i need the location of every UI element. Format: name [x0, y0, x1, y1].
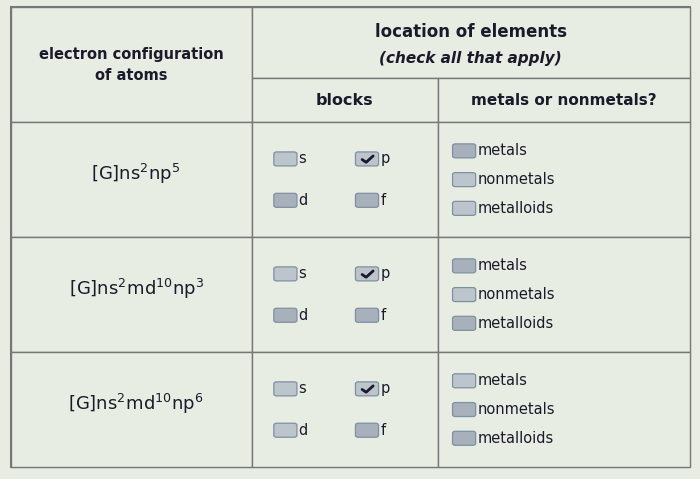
- FancyBboxPatch shape: [356, 423, 379, 437]
- Text: f: f: [380, 193, 385, 208]
- Bar: [252, 78, 438, 122]
- Text: nonmetals: nonmetals: [477, 172, 554, 187]
- FancyBboxPatch shape: [274, 267, 297, 281]
- Text: $\mathregular{[G]ns}^{\mathregular{2}}\mathregular{md}^{\mathregular{10}}\mathre: $\mathregular{[G]ns}^{\mathregular{2}}\m…: [69, 392, 204, 416]
- Text: $\mathregular{[G]ns}^{\mathregular{2}}\mathregular{md}^{\mathregular{10}}\mathre: $\mathregular{[G]ns}^{\mathregular{2}}\m…: [69, 277, 204, 301]
- Text: nonmetals: nonmetals: [477, 402, 554, 417]
- Text: s: s: [298, 381, 307, 396]
- Text: d: d: [298, 193, 308, 208]
- Text: s: s: [298, 266, 307, 281]
- FancyBboxPatch shape: [274, 308, 297, 322]
- Text: (check all that apply): (check all that apply): [379, 51, 562, 66]
- Text: p: p: [380, 266, 389, 281]
- Bar: [252, 237, 438, 352]
- FancyBboxPatch shape: [356, 194, 379, 207]
- FancyBboxPatch shape: [453, 201, 476, 216]
- Text: metals or nonmetals?: metals or nonmetals?: [470, 92, 657, 108]
- Bar: [10, 352, 252, 467]
- Bar: [10, 7, 252, 122]
- Text: blocks: blocks: [316, 92, 374, 108]
- FancyBboxPatch shape: [356, 267, 379, 281]
- Text: metals: metals: [477, 143, 527, 159]
- Text: nonmetals: nonmetals: [477, 287, 554, 302]
- Text: metalloids: metalloids: [477, 431, 554, 446]
- FancyBboxPatch shape: [356, 152, 379, 166]
- FancyBboxPatch shape: [274, 194, 297, 207]
- Text: metals: metals: [477, 258, 527, 274]
- FancyBboxPatch shape: [453, 374, 476, 388]
- Bar: [252, 7, 690, 78]
- FancyBboxPatch shape: [356, 382, 379, 396]
- Text: electron configuration
of atoms: electron configuration of atoms: [39, 46, 223, 83]
- Bar: [252, 352, 438, 467]
- Text: f: f: [380, 308, 385, 323]
- FancyBboxPatch shape: [453, 287, 476, 302]
- Bar: [10, 237, 252, 352]
- Text: $\mathregular{[G]ns}^{\mathregular{2}}\mathregular{np}^{\mathregular{5}}$: $\mathregular{[G]ns}^{\mathregular{2}}\m…: [92, 162, 181, 186]
- Text: p: p: [380, 381, 389, 396]
- Text: f: f: [380, 423, 385, 438]
- Text: p: p: [380, 151, 389, 166]
- Text: metals: metals: [477, 373, 527, 388]
- Bar: [438, 78, 690, 122]
- Text: d: d: [298, 308, 308, 323]
- Bar: [438, 352, 690, 467]
- FancyBboxPatch shape: [356, 308, 379, 322]
- Text: s: s: [298, 151, 307, 166]
- FancyBboxPatch shape: [274, 382, 297, 396]
- Text: d: d: [298, 423, 308, 438]
- FancyBboxPatch shape: [453, 402, 476, 417]
- FancyBboxPatch shape: [453, 316, 476, 331]
- FancyBboxPatch shape: [453, 431, 476, 445]
- Text: metalloids: metalloids: [477, 316, 554, 331]
- FancyBboxPatch shape: [453, 144, 476, 158]
- Text: metalloids: metalloids: [477, 201, 554, 216]
- FancyBboxPatch shape: [453, 259, 476, 273]
- FancyBboxPatch shape: [453, 172, 476, 187]
- Text: location of elements: location of elements: [374, 23, 567, 41]
- Bar: [438, 122, 690, 237]
- FancyBboxPatch shape: [274, 423, 297, 437]
- Bar: [252, 122, 438, 237]
- Bar: [438, 237, 690, 352]
- FancyBboxPatch shape: [274, 152, 297, 166]
- Bar: [10, 122, 252, 237]
